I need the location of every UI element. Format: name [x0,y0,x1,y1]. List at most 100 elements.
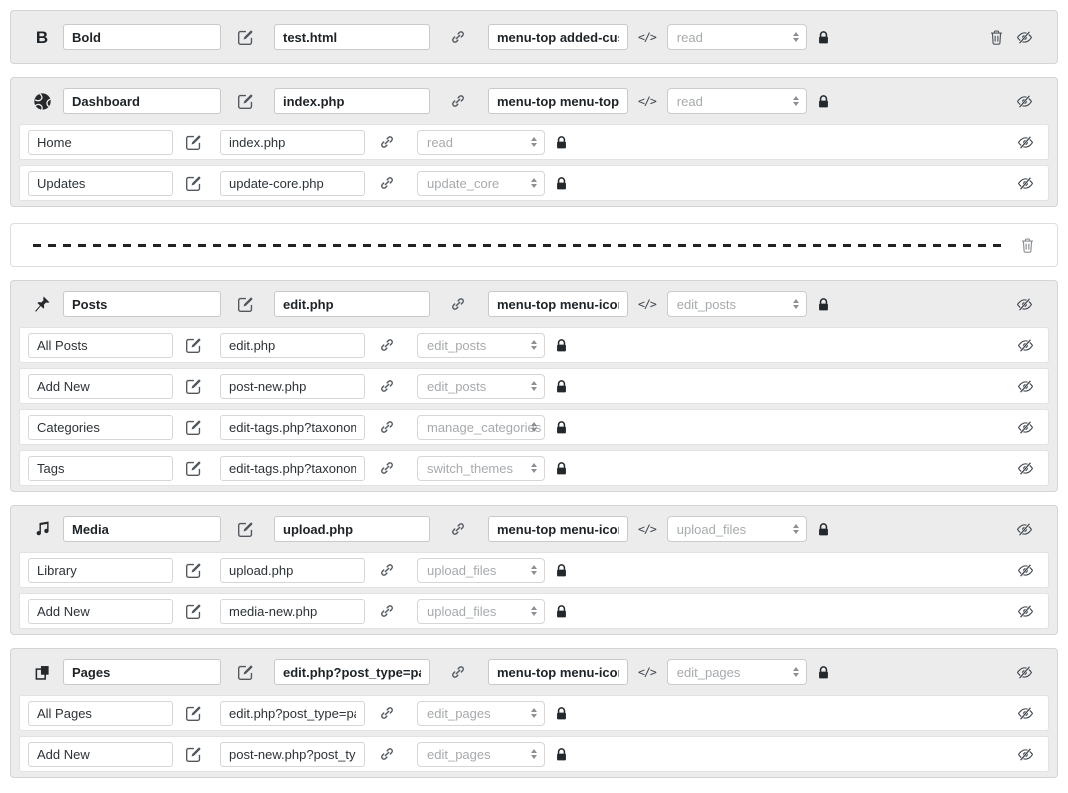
code-icon[interactable]: </> [638,30,657,44]
eye-slash-icon[interactable] [1017,603,1034,620]
link-icon[interactable] [379,562,395,578]
menu-url-input[interactable] [274,24,430,50]
lock-icon[interactable] [555,706,568,721]
separator-row[interactable] [10,223,1058,267]
link-icon[interactable] [379,378,395,394]
lock-icon[interactable] [817,665,830,680]
submenu-row[interactable]: manage_categories [19,409,1049,445]
link-icon[interactable] [379,705,395,721]
top-menu-row[interactable]: B </> read [11,11,1057,63]
menu-url-input[interactable] [274,88,430,114]
submenu-title-input[interactable] [28,373,173,399]
submenu-row[interactable]: edit_pages [19,736,1049,772]
edit-icon[interactable] [185,460,202,477]
submenu-title-input[interactable] [28,170,173,196]
lock-icon[interactable] [555,338,568,353]
submenu-row[interactable]: switch_themes [19,450,1049,486]
select-spinner-icon[interactable] [531,457,537,480]
edit-icon[interactable] [185,419,202,436]
link-icon[interactable] [450,93,466,109]
lock-icon[interactable] [555,461,568,476]
lock-icon[interactable] [555,747,568,762]
edit-icon[interactable] [185,337,202,354]
submenu-url-input[interactable] [220,129,365,155]
link-icon[interactable] [379,337,395,353]
submenu-url-input[interactable] [220,455,365,481]
menu-title-input[interactable] [63,24,221,50]
lock-icon[interactable] [555,379,568,394]
css-class-input[interactable] [488,659,628,685]
eye-slash-icon[interactable] [1016,664,1033,681]
code-icon[interactable]: </> [638,297,657,311]
capability-select[interactable]: edit_posts [417,373,545,399]
link-icon[interactable] [379,746,395,762]
link-icon[interactable] [450,664,466,680]
code-icon[interactable]: </> [638,522,657,536]
submenu-url-input[interactable] [220,170,365,196]
submenu-url-input[interactable] [220,332,365,358]
edit-icon[interactable] [185,378,202,395]
submenu-row[interactable]: update_core [19,165,1049,201]
menu-title-input[interactable] [63,88,221,114]
submenu-row[interactable]: read [19,124,1049,160]
link-icon[interactable] [379,175,395,191]
trash-icon[interactable] [989,29,1004,46]
submenu-url-input[interactable] [220,700,365,726]
capability-select[interactable]: upload_files [417,557,545,583]
menu-title-input[interactable] [63,516,221,542]
menu-title-input[interactable] [63,291,221,317]
menu-url-input[interactable] [274,659,430,685]
eye-slash-icon[interactable] [1017,378,1034,395]
capability-select[interactable]: edit_pages [417,741,545,767]
edit-icon[interactable] [185,705,202,722]
submenu-title-input[interactable] [28,332,173,358]
link-icon[interactable] [379,134,395,150]
capability-select[interactable]: manage_categories [417,414,545,440]
capability-select[interactable]: edit_posts [417,332,545,358]
edit-icon[interactable] [185,603,202,620]
link-icon[interactable] [379,603,395,619]
eye-slash-icon[interactable] [1017,337,1034,354]
select-spinner-icon[interactable] [531,131,537,154]
menu-url-input[interactable] [274,291,430,317]
select-spinner-icon[interactable] [531,559,537,582]
select-spinner-icon[interactable] [531,600,537,623]
eye-slash-icon[interactable] [1016,521,1033,538]
eye-slash-icon[interactable] [1016,296,1033,313]
edit-icon[interactable] [237,93,254,110]
eye-slash-icon[interactable] [1017,562,1034,579]
select-spinner-icon[interactable] [531,334,537,357]
eye-slash-icon[interactable] [1017,419,1034,436]
eye-slash-icon[interactable] [1017,460,1034,477]
eye-slash-icon[interactable] [1017,175,1034,192]
link-icon[interactable] [450,29,466,45]
submenu-title-input[interactable] [28,557,173,583]
capability-select[interactable]: read [666,24,807,50]
edit-icon[interactable] [237,296,254,313]
submenu-url-input[interactable] [220,557,365,583]
submenu-title-input[interactable] [28,129,173,155]
capability-select[interactable]: edit_posts [666,291,807,317]
capability-select[interactable]: upload_files [666,516,807,542]
edit-icon[interactable] [185,746,202,763]
submenu-title-input[interactable] [28,598,173,624]
trash-icon[interactable] [1020,237,1035,254]
submenu-url-input[interactable] [220,598,365,624]
menu-title-input[interactable] [63,659,221,685]
top-menu-row[interactable]: </> edit_posts [11,281,1057,327]
submenu-title-input[interactable] [28,455,173,481]
select-spinner-icon[interactable] [792,292,799,316]
submenu-row[interactable]: edit_posts [19,368,1049,404]
eye-slash-icon[interactable] [1016,29,1033,46]
top-menu-row[interactable]: </> edit_pages [11,649,1057,695]
edit-icon[interactable] [237,29,254,46]
css-class-input[interactable] [488,24,628,50]
capability-select[interactable]: read [666,88,807,114]
select-spinner-icon[interactable] [792,660,799,684]
select-spinner-icon[interactable] [531,172,537,195]
select-spinner-icon[interactable] [792,25,799,49]
css-class-input[interactable] [488,88,628,114]
lock-icon[interactable] [817,94,830,109]
select-spinner-icon[interactable] [792,517,799,541]
menu-url-input[interactable] [274,516,430,542]
